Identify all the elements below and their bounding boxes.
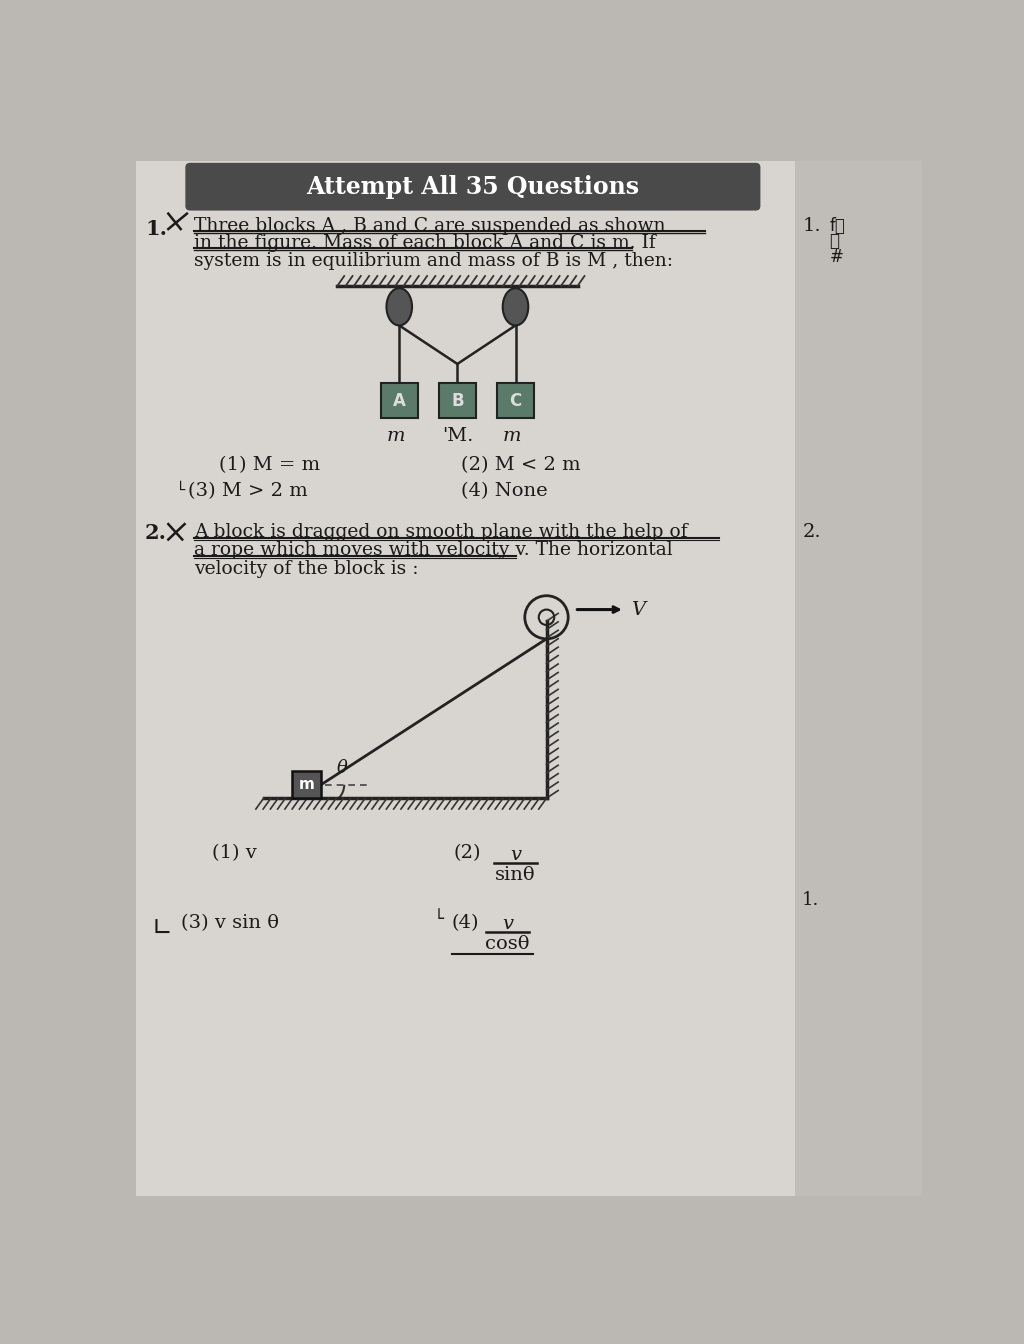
- Ellipse shape: [386, 288, 412, 325]
- Text: └: └: [434, 910, 444, 927]
- Bar: [438, 383, 476, 418]
- Bar: [795, 161, 922, 1196]
- Bar: [136, 161, 795, 1196]
- Text: cosθ: cosθ: [485, 935, 530, 953]
- Ellipse shape: [503, 288, 528, 325]
- Text: v: v: [510, 845, 521, 864]
- Text: A block is dragged on smooth plane with the help of: A block is dragged on smooth plane with …: [194, 523, 687, 540]
- Text: in the figure. Mass of each block A and C is m. If: in the figure. Mass of each block A and …: [194, 234, 655, 253]
- Text: (4) None: (4) None: [461, 482, 548, 500]
- Text: (1) v: (1) v: [212, 844, 256, 863]
- Text: A: A: [393, 391, 406, 410]
- Bar: [292, 771, 321, 798]
- Text: 2.: 2.: [802, 523, 821, 540]
- Text: (2) M < 2 m: (2) M < 2 m: [461, 457, 581, 474]
- Text: (1) M = m: (1) M = m: [219, 457, 321, 474]
- Text: θ: θ: [337, 759, 347, 777]
- Text: (3) M > 2 m: (3) M > 2 m: [188, 482, 308, 500]
- Text: (2): (2): [454, 844, 481, 863]
- Text: 2.: 2.: [145, 523, 167, 543]
- Text: m: m: [386, 427, 404, 445]
- Text: a rope which moves with velocity v. The horizontal: a rope which moves with velocity v. The …: [194, 542, 673, 559]
- Text: (4): (4): [452, 914, 479, 931]
- FancyBboxPatch shape: [185, 163, 761, 211]
- Text: 1.: 1.: [802, 216, 821, 235]
- Text: द: द: [829, 233, 840, 250]
- Text: m: m: [298, 777, 314, 792]
- Text: ∟: ∟: [152, 918, 172, 942]
- Text: 'M.: 'M.: [441, 427, 473, 445]
- Text: V: V: [631, 601, 645, 618]
- Text: #: #: [829, 247, 843, 266]
- Text: C: C: [509, 391, 521, 410]
- Text: velocity of the block is :: velocity of the block is :: [194, 559, 419, 578]
- Bar: [497, 383, 535, 418]
- Text: fि: fि: [829, 216, 845, 235]
- Text: Attempt All 35 Questions: Attempt All 35 Questions: [306, 176, 639, 199]
- Text: B: B: [451, 391, 464, 410]
- Text: (3) v sin θ: (3) v sin θ: [180, 914, 279, 931]
- Bar: [381, 383, 418, 418]
- Text: v: v: [502, 915, 513, 933]
- Text: └: └: [176, 482, 185, 497]
- Text: sinθ: sinθ: [496, 866, 536, 884]
- Text: m: m: [503, 427, 521, 445]
- Text: 1.: 1.: [145, 219, 167, 239]
- Text: Three blocks A , B and C are suspended as shown: Three blocks A , B and C are suspended a…: [194, 216, 666, 235]
- Text: system is in equilibrium and mass of B is M , then:: system is in equilibrium and mass of B i…: [194, 253, 673, 270]
- Text: 1.: 1.: [802, 891, 819, 909]
